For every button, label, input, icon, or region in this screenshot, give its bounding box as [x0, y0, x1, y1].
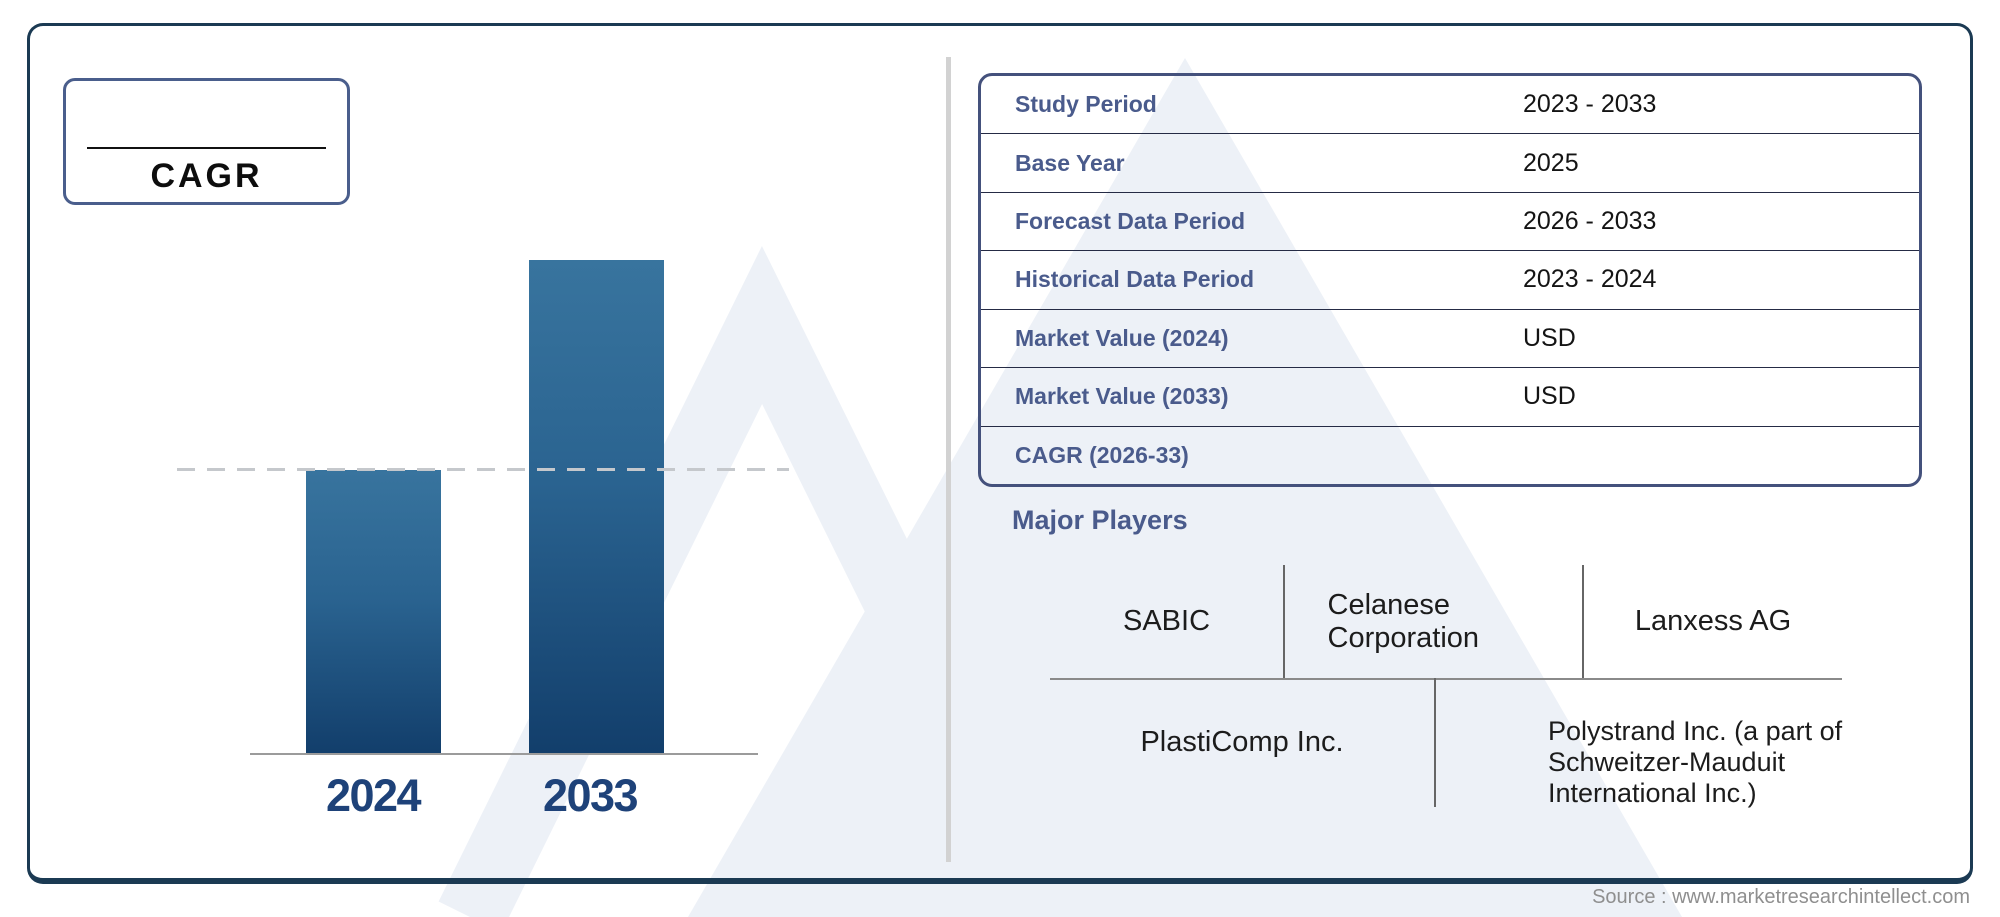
table-row: Market Value (2033) USD [981, 368, 1919, 427]
row-label: Base Year [1015, 149, 1125, 176]
player-name: PlastiComp Inc. [1140, 726, 1344, 758]
chart-baseline [250, 753, 758, 755]
dashed-reference-line [177, 468, 789, 471]
major-players-heading: Major Players [1012, 505, 1188, 535]
bar-category-label: 2033 [542, 770, 639, 821]
row-value: USD [1523, 382, 1576, 411]
vertical-divider [946, 57, 951, 862]
row-label: Study Period [1015, 91, 1157, 118]
row-label: Forecast Data Period [1015, 208, 1246, 235]
player-name: Celanese Corporation [1327, 588, 1480, 654]
cagr-label: CAGR [150, 157, 263, 195]
players-separator [1283, 565, 1285, 678]
row-value: 2023 - 2024 [1523, 265, 1657, 294]
row-label: CAGR (2026-33) [1015, 441, 1189, 468]
players-separator [1434, 678, 1436, 807]
cagr-divider-line [87, 147, 326, 149]
row-value: 2023 - 2033 [1523, 90, 1657, 119]
table-row: Base Year 2025 [981, 134, 1919, 193]
row-label: Market Value (2033) [1015, 383, 1229, 410]
players-separator [1582, 565, 1584, 678]
bar-2033 [529, 260, 664, 755]
row-value: 2026 - 2033 [1523, 207, 1657, 236]
table-row: Market Value (2024) USD [981, 310, 1919, 369]
row-label: Market Value (2024) [1015, 324, 1229, 351]
source-attribution: Source : www.marketresearchintellect.com [1592, 886, 1970, 908]
row-label: Historical Data Period [1015, 266, 1255, 293]
row-value: USD [1523, 323, 1576, 352]
player-name: SABIC [1122, 605, 1211, 637]
cagr-badge: CAGR [63, 78, 350, 205]
players-separator [1050, 678, 1842, 680]
table-row: Historical Data Period 2023 - 2024 [981, 251, 1919, 310]
row-value: 2025 [1523, 148, 1579, 177]
player-name: Polystrand Inc. (a part of Schweitzer-Ma… [1548, 716, 1843, 808]
cagr-value [66, 95, 347, 143]
player-name: Lanxess AG [1634, 605, 1792, 637]
table-row: Study Period 2023 - 2033 [981, 76, 1919, 135]
bar-2024 [306, 470, 441, 755]
study-info-table: Study Period 2023 - 2033 Base Year 2025 … [978, 73, 1922, 487]
outer-frame [27, 23, 1973, 884]
bar-category-label: 2024 [325, 770, 422, 821]
table-row: Forecast Data Period 2026 - 2033 [981, 193, 1919, 252]
table-row: CAGR (2026-33) [981, 427, 1919, 484]
